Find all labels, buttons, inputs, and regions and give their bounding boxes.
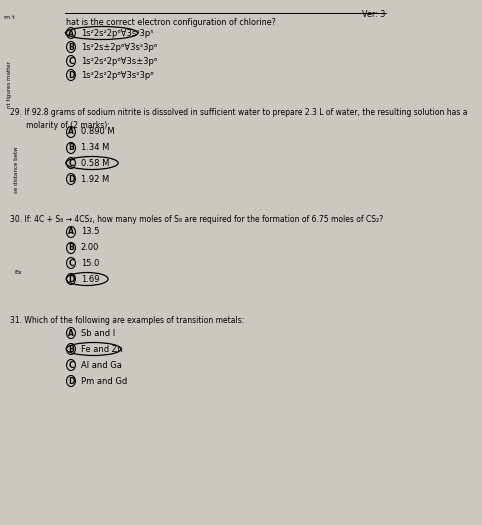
Text: D: D: [68, 275, 74, 284]
Text: A: A: [68, 128, 74, 136]
Text: molarity of (2 marks):: molarity of (2 marks):: [26, 121, 109, 130]
Text: 15.0: 15.0: [80, 258, 99, 268]
Text: B: B: [68, 43, 74, 51]
Text: hat is the correct electron configuration of chlorine?: hat is the correct electron configuratio…: [66, 18, 276, 27]
Text: Ex: Ex: [14, 270, 22, 275]
Text: B: B: [68, 244, 74, 253]
Text: 30. If: 4C + S₈ → 4CS₂, how many moles of S₈ are required for the formation of 6: 30. If: 4C + S₈ → 4CS₂, how many moles o…: [10, 215, 383, 224]
Text: 29. If 92.8 grams of sodium nitrite is dissolved in sufficient water to prepare : 29. If 92.8 grams of sodium nitrite is d…: [10, 108, 467, 117]
Text: 1s²2s²2p⁶Ɐ3s²3p⁵: 1s²2s²2p⁶Ɐ3s²3p⁵: [80, 28, 153, 37]
Text: A: A: [68, 28, 74, 37]
Text: D: D: [68, 70, 74, 79]
Text: C: C: [68, 159, 74, 167]
Text: 1s²2s²2p⁶Ɐ3s²3p⁶: 1s²2s²2p⁶Ɐ3s²3p⁶: [80, 70, 153, 79]
Text: 1s²2s±2p⁶Ɐ3s²3p⁶: 1s²2s±2p⁶Ɐ3s²3p⁶: [80, 43, 157, 51]
Text: 2.00: 2.00: [80, 244, 99, 253]
Text: B: B: [68, 143, 74, 152]
Text: 1.92 M: 1.92 M: [80, 174, 109, 184]
Text: 0.58 M: 0.58 M: [80, 159, 109, 167]
Text: 1.69: 1.69: [80, 275, 99, 284]
Text: C: C: [68, 361, 74, 370]
Text: 31. Which of the following are examples of transition metals:: 31. Which of the following are examples …: [10, 316, 244, 325]
Text: Pm and Gd: Pm and Gd: [80, 376, 127, 385]
Text: A: A: [68, 227, 74, 236]
Text: 1s²2s²2p⁶Ɐ3s±3p⁶: 1s²2s²2p⁶Ɐ3s±3p⁶: [80, 57, 157, 66]
Text: A: A: [68, 329, 74, 338]
Text: 0.890 M: 0.890 M: [80, 128, 114, 136]
Text: Ver: 3: Ver: 3: [362, 10, 386, 19]
Text: m t: m t: [4, 15, 14, 20]
Text: B: B: [68, 344, 74, 353]
Text: D: D: [68, 174, 74, 184]
Text: C: C: [68, 57, 74, 66]
Text: Fe and Zn: Fe and Zn: [80, 344, 122, 353]
Text: 1.34 M: 1.34 M: [80, 143, 109, 152]
Text: Al and Ga: Al and Ga: [80, 361, 121, 370]
Text: Sb and I: Sb and I: [80, 329, 115, 338]
Text: C: C: [68, 258, 74, 268]
Text: nt figures matter: nt figures matter: [7, 61, 12, 109]
Text: 13.5: 13.5: [80, 227, 99, 236]
Text: se distance betw: se distance betw: [13, 146, 19, 193]
Text: D: D: [68, 376, 74, 385]
